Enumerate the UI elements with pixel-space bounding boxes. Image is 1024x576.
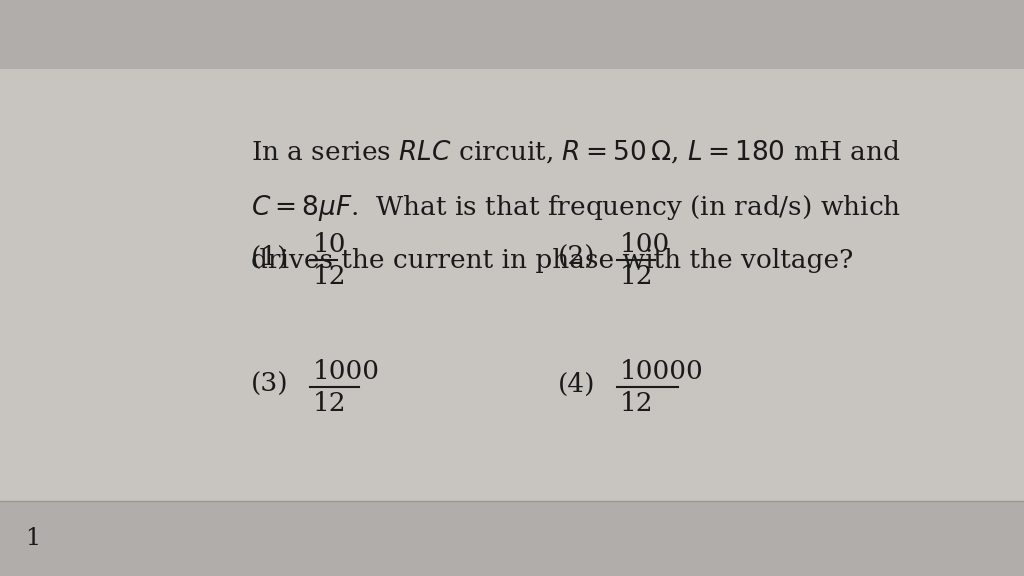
Text: (2): (2) xyxy=(558,245,596,270)
Text: (1): (1) xyxy=(251,245,289,270)
Text: 1000: 1000 xyxy=(312,359,379,384)
Text: 12: 12 xyxy=(620,264,653,289)
Text: (4): (4) xyxy=(558,372,596,397)
Text: (3): (3) xyxy=(251,372,289,397)
Text: 10000: 10000 xyxy=(620,359,703,384)
Text: 1: 1 xyxy=(26,527,41,550)
Text: 12: 12 xyxy=(620,391,653,416)
Text: drives the current in phase with the voltage?: drives the current in phase with the vol… xyxy=(251,248,853,272)
Text: In a series $RLC$ circuit, $R = 50\,\Omega$, $L = 180$ mH and: In a series $RLC$ circuit, $R = 50\,\Ome… xyxy=(251,138,900,165)
Bar xyxy=(0,501,1024,576)
Text: 100: 100 xyxy=(620,232,670,257)
Text: 12: 12 xyxy=(312,264,346,289)
Text: 10: 10 xyxy=(312,232,346,257)
Text: 12: 12 xyxy=(312,391,346,416)
Bar xyxy=(0,0,1024,69)
Text: $C = 8\mu F$.  What is that frequency (in rad/s) which: $C = 8\mu F$. What is that frequency (in… xyxy=(251,193,901,223)
